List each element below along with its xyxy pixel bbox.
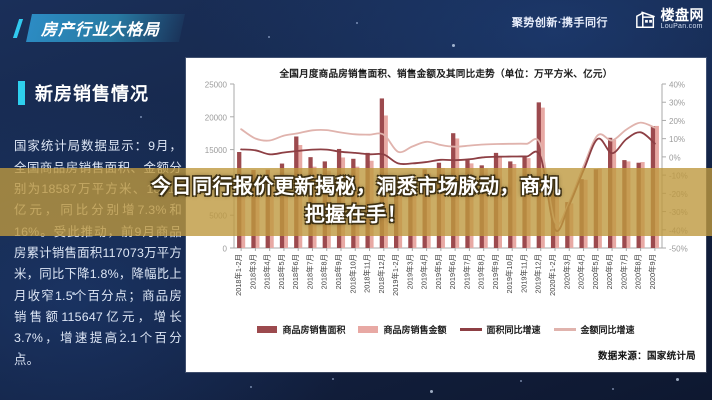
legend-item[interactable]: 面积同比增速 (459, 323, 541, 336)
legend-label: 商品房销售面积 (282, 325, 346, 335)
svg-text:20000: 20000 (205, 113, 228, 122)
svg-text:2019年12月: 2019年12月 (534, 254, 543, 293)
svg-text:2018年6月: 2018年6月 (291, 254, 300, 289)
section-title: 新房销售情况 (35, 84, 149, 104)
kicker-banner: 房产行业大格局 (12, 14, 185, 42)
section-accent-bar (18, 81, 25, 105)
svg-text:2020年3月: 2020年3月 (562, 254, 571, 289)
svg-text:2019年6月: 2019年6月 (448, 254, 457, 289)
slash-accent-icon (12, 18, 24, 38)
svg-text:2018年11月: 2018年11月 (363, 254, 372, 293)
svg-text:2019年11月: 2019年11月 (520, 254, 529, 293)
site-logo[interactable]: 楼盘网 LouPan.com (635, 8, 705, 30)
caption-overlay-text: 今日同行报价更新揭秘，洞悉市场脉动，商机 把握在手！ (0, 170, 712, 234)
svg-text:2020年7月: 2020年7月 (619, 254, 628, 289)
svg-text:2018年3月: 2018年3月 (248, 254, 257, 289)
caption-line-1: 今日同行报价更新揭秘，洞悉市场脉动，商机 (151, 176, 561, 199)
section-heading: 新房销售情况 (18, 80, 149, 106)
svg-text:30%: 30% (669, 99, 685, 108)
svg-text:0: 0 (223, 245, 228, 254)
svg-text:2018年8月: 2018年8月 (320, 254, 329, 289)
svg-text:2018年7月: 2018年7月 (306, 254, 315, 289)
svg-text:20%: 20% (669, 117, 685, 126)
legend-swatch-bar (257, 326, 278, 333)
svg-text:2018年9月: 2018年9月 (334, 254, 343, 289)
svg-text:2020年5月: 2020年5月 (591, 254, 600, 289)
svg-text:2018年12月: 2018年12月 (377, 254, 386, 293)
legend-label: 面积同比增速 (486, 325, 541, 335)
legend-swatch-bar (358, 326, 379, 333)
svg-text:0%: 0% (669, 153, 681, 162)
chart-title: 全国月度商品房销售面积、销售金额及其同比走势（单位：万平方米、亿元） (279, 69, 613, 80)
svg-text:2019年10月: 2019年10月 (505, 254, 514, 293)
svg-text:2019年8月: 2019年8月 (477, 254, 486, 289)
legend-label: 金额同比增速 (580, 325, 635, 335)
svg-text:40%: 40% (669, 81, 685, 90)
legend-item[interactable]: 金额同比增速 (553, 323, 635, 336)
svg-text:2019年5月: 2019年5月 (434, 254, 443, 289)
svg-text:2019年1-2月: 2019年1-2月 (391, 254, 400, 296)
header-slogan: 聚势创新·携手同行 (511, 17, 608, 29)
svg-text:2020年1-2月: 2020年1-2月 (548, 254, 557, 296)
kicker-label: 房产行业大格局 (41, 22, 161, 39)
svg-text:2020年6月: 2020年6月 (605, 254, 614, 289)
svg-text:2020年9月: 2020年9月 (648, 254, 657, 289)
svg-text:2019年7月: 2019年7月 (462, 254, 471, 289)
svg-text:2019年9月: 2019年9月 (491, 254, 500, 289)
legend-swatch-line (553, 328, 576, 331)
building-logo-icon (635, 11, 655, 28)
svg-text:2018年4月: 2018年4月 (263, 254, 272, 289)
svg-text:2020年4月: 2020年4月 (577, 254, 586, 289)
caption-overlay-band (0, 168, 712, 236)
legend-item[interactable]: 商品房销售金额 (358, 323, 447, 336)
svg-text:2018年10月: 2018年10月 (348, 254, 357, 293)
legend-item[interactable]: 商品房销售面积 (257, 323, 345, 336)
legend-swatch-line (459, 328, 482, 331)
caption-line-2: 把握在手！ (304, 204, 408, 226)
svg-text:2018年5月: 2018年5月 (277, 254, 286, 289)
chart-legend: 商品房销售面积 商品房销售金额 面积同比增速 金额同比增速 (186, 323, 706, 336)
kicker-plate: 房产行业大格局 (26, 14, 185, 42)
brand-name: 楼盘网 (660, 7, 704, 23)
chart-source: 数据来源：国家统计局 (597, 351, 696, 362)
svg-text:10%: 10% (669, 135, 685, 144)
svg-text:2020年8月: 2020年8月 (634, 254, 643, 289)
svg-text:-50%: -50% (669, 245, 688, 254)
svg-text:2018年1-2月: 2018年1-2月 (234, 254, 243, 296)
brand-url: LouPan.com (660, 23, 703, 30)
svg-text:2019年4月: 2019年4月 (420, 254, 429, 289)
svg-text:2019年3月: 2019年3月 (405, 254, 414, 289)
legend-label: 商品房销售金额 (383, 325, 447, 335)
svg-text:25000: 25000 (205, 81, 228, 90)
svg-text:15000: 15000 (205, 146, 228, 155)
